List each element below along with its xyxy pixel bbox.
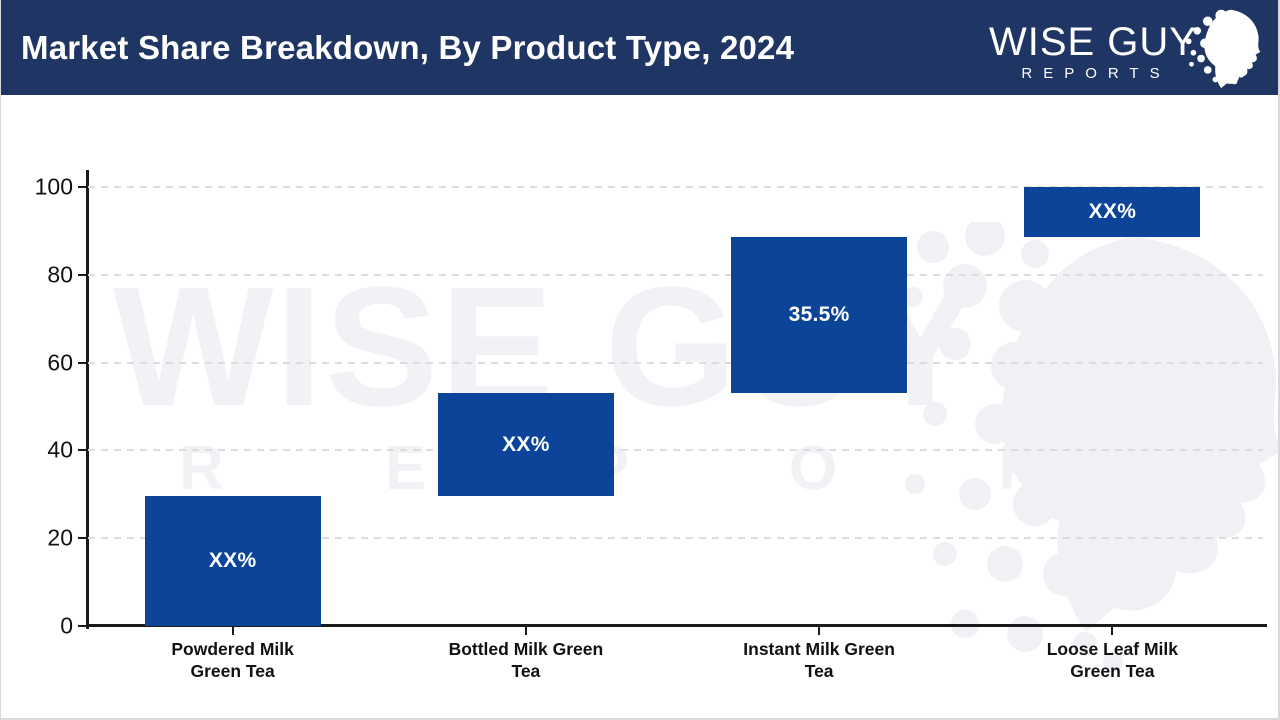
bar-segment: 35.5% (731, 237, 908, 394)
bar-segment: XX% (1024, 187, 1201, 238)
header-band: Market Share Breakdown, By Product Type,… (1, 0, 1278, 95)
y-tick-label: 20 (47, 524, 73, 551)
bar-value-label: XX% (1088, 200, 1137, 224)
y-tick-label: 100 (34, 173, 73, 200)
logo-text: WISE GUY REPORTS (989, 20, 1197, 82)
y-tick-label: 0 (60, 612, 73, 639)
logo-subtitle: REPORTS (1021, 64, 1171, 82)
y-tick-label: 40 (47, 436, 73, 463)
bar-value-label: 35.5% (788, 303, 850, 327)
bar-value-label: XX% (208, 549, 257, 573)
wise-guy-logo: WISE GUY REPORTS (989, 6, 1267, 95)
logo-head-icon (1181, 6, 1267, 95)
y-axis-tick (78, 625, 87, 627)
y-tick-label: 60 (47, 349, 73, 376)
y-axis-tick (78, 361, 87, 364)
chart-plot-area: 0 20 40 60 80 100 XX% Powdered Milk Green Tea XX… (1, 95, 1278, 718)
gridline (88, 537, 1263, 540)
x-axis-tick (524, 627, 527, 635)
logo-wordmark: WISE GUY (988, 19, 1197, 64)
bar-segment: XX% (144, 496, 321, 626)
x-axis-tick (818, 627, 821, 635)
bar-value-label: XX% (502, 432, 550, 456)
page-title: Market Share Breakdown, By Product Type,… (21, 28, 795, 66)
x-axis-tick (1111, 627, 1114, 635)
category-label: Powdered Milk Green Tea (171, 639, 294, 681)
category-label: Loose Leaf Milk Green Tea (1046, 639, 1179, 681)
bar-segment: XX% (437, 393, 614, 497)
y-axis-tick (78, 273, 87, 276)
category-label: Instant Milk Green Tea (743, 639, 895, 681)
gridline (88, 361, 1263, 364)
y-tick-label: 80 (47, 261, 73, 288)
watermark-head-icon (873, 216, 1278, 697)
x-axis-tick (231, 627, 234, 635)
x-axis-line (86, 624, 1267, 627)
gridline (88, 449, 1263, 452)
y-axis-tick (78, 186, 87, 188)
gridline (88, 273, 1263, 276)
y-axis-tick (78, 537, 87, 540)
y-axis-line (86, 170, 89, 629)
gridline (88, 186, 1263, 188)
category-label: Bottled Milk Green Tea (448, 639, 604, 681)
y-axis-tick (78, 449, 87, 452)
